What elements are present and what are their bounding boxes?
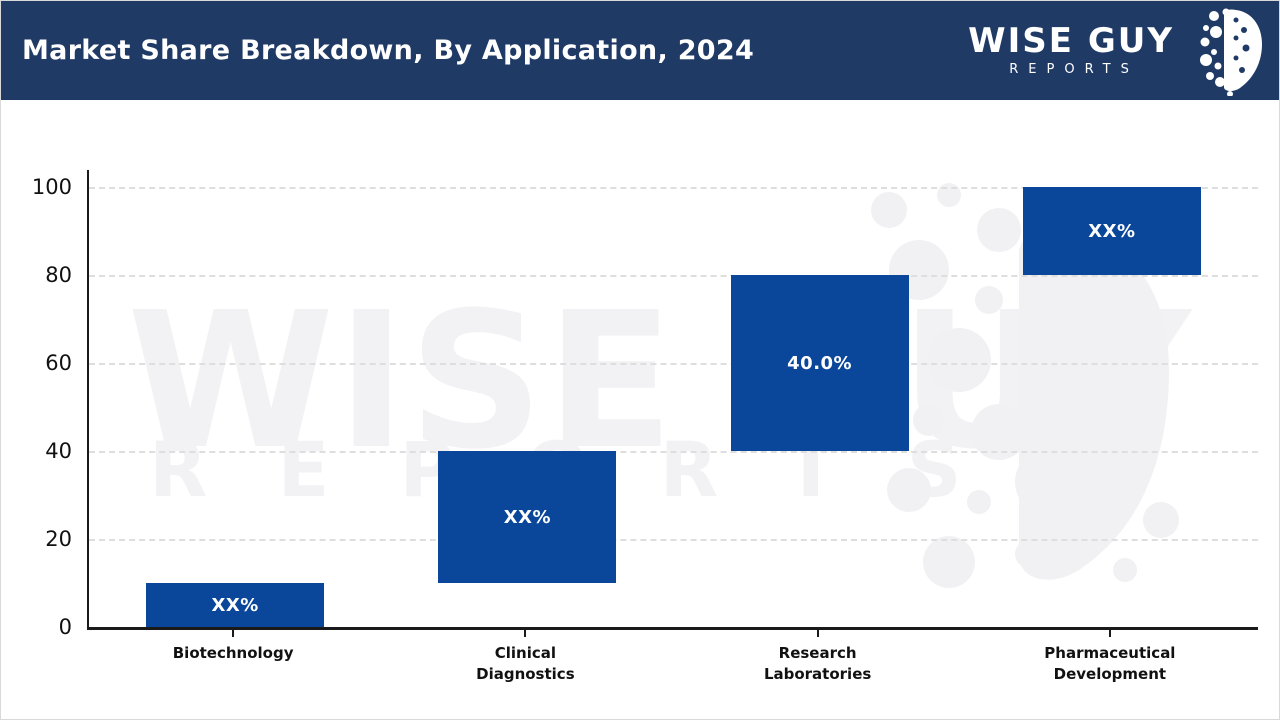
- watermark-face-icon: [871, 183, 1179, 588]
- y-tick-label-0: 0: [58, 615, 72, 639]
- category-label-biotechnology: Biotechnology: [172, 644, 294, 662]
- y-tick-label-60: 60: [45, 351, 72, 375]
- y-tick-label-80: 80: [45, 263, 72, 287]
- y-tick-label-20: 20: [45, 527, 72, 551]
- header-bar: Market Share Breakdown, By Application, …: [0, 0, 1280, 100]
- x-tick-mark: [1108, 630, 1111, 637]
- category-label-research-laboratories: Research Laboratories: [763, 644, 872, 683]
- bar-biotechnology[interactable]: XX%: [146, 583, 325, 627]
- logo-subtitle: REPORTS: [1009, 61, 1139, 77]
- category-label-pharmaceutical-development: Pharmaceutical Development: [1044, 644, 1176, 683]
- bar-research-laboratories[interactable]: 40.0%: [730, 275, 909, 451]
- bar-value-label: XX%: [1088, 220, 1136, 242]
- logo-text: WISE GUY REPORTS: [968, 24, 1174, 77]
- bar-value-label: XX%: [503, 506, 552, 528]
- y-tick-label-40: 40: [45, 439, 72, 463]
- logo-wordmark: WISE GUY: [968, 20, 1174, 61]
- bar-value-label: XX%: [211, 594, 259, 616]
- gridline-40: [89, 451, 1258, 453]
- bar-value-label: 40.0%: [787, 352, 853, 374]
- chart-region: WISE GUY REPORTS XX%XX%40.0%XX% 02040608…: [0, 100, 1280, 720]
- gridline-80: [89, 275, 1258, 277]
- x-tick-mark: [816, 630, 819, 637]
- page-title: Market Share Breakdown, By Application, …: [22, 34, 755, 66]
- gridline-60: [89, 363, 1258, 365]
- gridline-100: [89, 187, 1258, 189]
- category-label-clinical-diagnostics: Clinical Diagnostics: [476, 644, 575, 683]
- y-tick-label-100: 100: [31, 175, 72, 199]
- x-tick-mark: [232, 630, 235, 637]
- bar-pharmaceutical-development[interactable]: XX%: [1022, 187, 1201, 275]
- wise-guy-logo: WISE GUY REPORTS: [968, 4, 1280, 96]
- plot-area: WISE GUY REPORTS XX%XX%40.0%XX%: [87, 170, 1258, 630]
- bar-clinical-diagnostics[interactable]: XX%: [438, 451, 617, 583]
- gridline-20: [89, 539, 1258, 541]
- x-tick-mark: [524, 630, 527, 637]
- logo-face-icon: [1200, 8, 1262, 96]
